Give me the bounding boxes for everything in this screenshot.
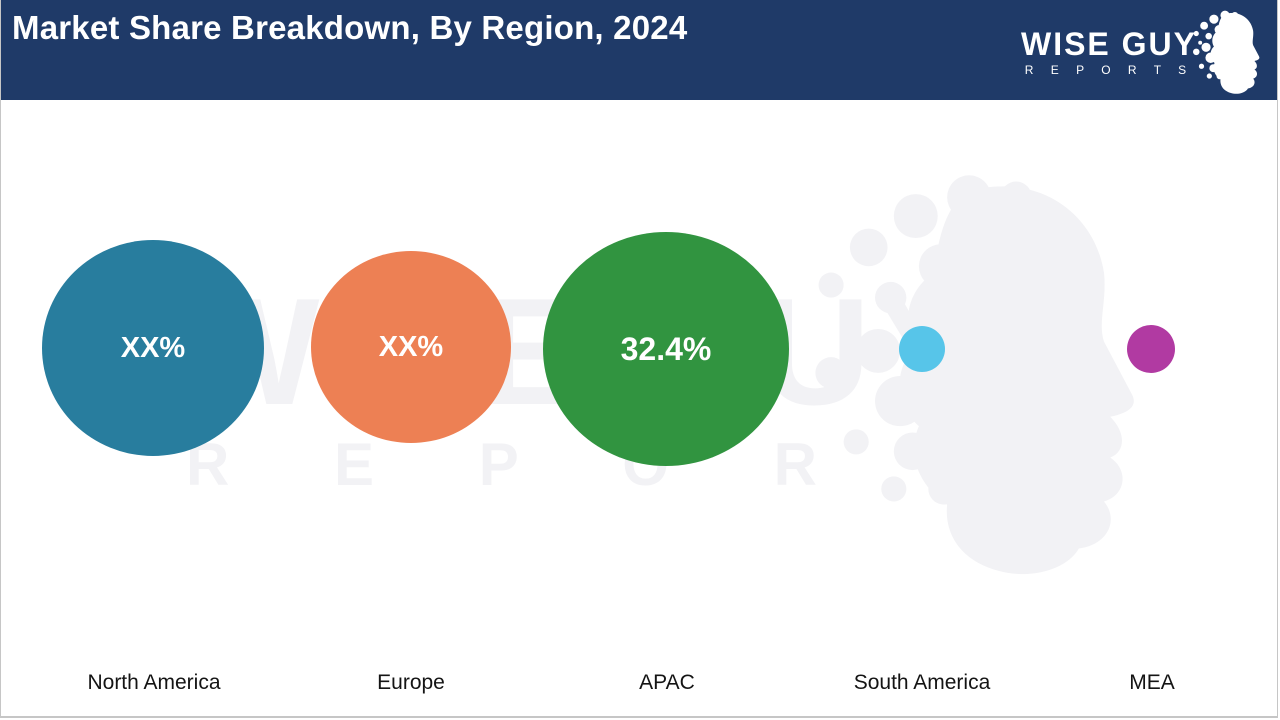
category-label-apac: APAC [639,671,695,694]
bubble-value-label: XX% [378,330,444,363]
bubble-north-america: XX% [42,240,264,456]
brand-tagline: R E P O R T S [1024,62,1194,77]
bubble-south-america [899,326,945,372]
watermark-face-icon [806,172,1151,580]
category-label-mea: MEA [1129,671,1175,694]
header-bar: Market Share Breakdown, By Region, 2024 … [1,0,1277,100]
bubble-value-label: XX% [120,331,186,364]
brand-face-icon [1191,10,1263,95]
category-label-south-america: South America [853,671,991,694]
category-label-europe: Europe [377,671,445,694]
page-title: Market Share Breakdown, By Region, 2024 [12,9,688,46]
bubble-apac: 32.4% [543,232,789,466]
brand-logo: WISE GUY R E P O R T S [1021,6,1263,98]
bubble-mea [1127,325,1175,373]
category-label-north-america: North America [87,671,221,694]
bubble-europe: XX% [311,251,511,443]
bubble-value-label: 32.4% [620,330,712,367]
brand-name: WISE GUY [1020,25,1197,62]
